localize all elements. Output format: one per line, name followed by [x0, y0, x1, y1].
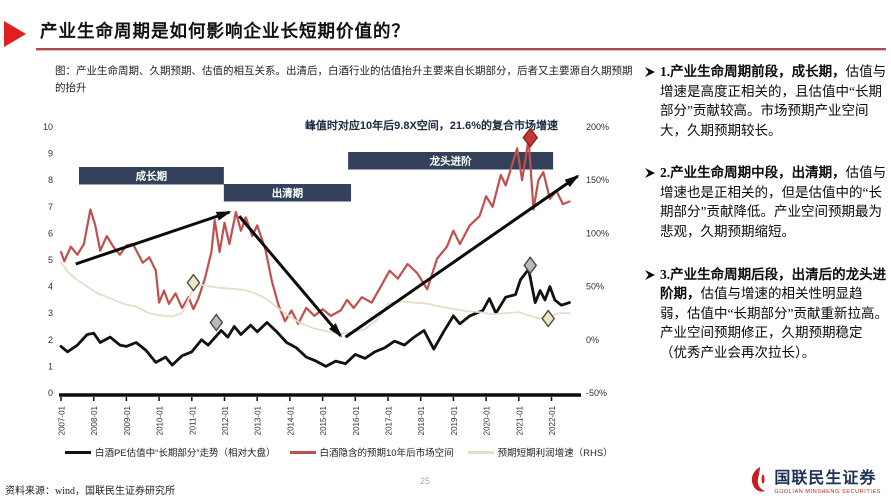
svg-text:-50%: -50%: [586, 388, 607, 398]
diamond-marker: [186, 273, 201, 292]
legend-line-swatch: [467, 450, 494, 454]
bullet-item-3: 3.产业生命周期后段，出清后的龙头进阶期，估值与增速的相关性明显趋弱，估值中“长…: [644, 265, 888, 363]
svg-text:4: 4: [48, 282, 53, 292]
svg-text:2021-01: 2021-01: [515, 405, 524, 435]
series-line-3: [60, 261, 571, 335]
bullet-arrow-icon: [644, 163, 660, 241]
svg-text:2008-01: 2008-01: [90, 405, 99, 435]
svg-text:2010-01: 2010-01: [156, 405, 165, 435]
svg-text:2012-01: 2012-01: [221, 405, 230, 435]
bullet-arrow-icon: [644, 265, 660, 363]
svg-text:2020-01: 2020-01: [483, 405, 492, 435]
chart-area: 10 9 8 7 6 5 4 3 2 1 0 200% 150% 100% 50% 0% -50% 2007-01…: [35, 110, 635, 462]
svg-text:成长期: 成长期: [136, 170, 168, 183]
legend-item-1: 白酒PE估值中“长期部分”走势（相对大盘）: [65, 445, 276, 459]
y-right-axis: 200% 150% 100% 50% 0% -50%: [586, 122, 609, 398]
svg-text:2: 2: [48, 335, 53, 345]
diamond-markers: [186, 127, 556, 332]
bullet-lead: 2.产业生命周期中段，出清期，: [660, 165, 846, 181]
chart-svg: 109876543210200%150%100%50%0%-50%2007-01…: [43, 118, 609, 435]
series-line-1: [59, 267, 571, 368]
svg-text:2022-01: 2022-01: [548, 405, 557, 435]
x-axis: 2007-01 2008-01 2009-01 2010-01 2011-01 2012-…: [58, 393, 581, 435]
svg-text:100%: 100%: [586, 228, 609, 238]
title-underline: [36, 48, 886, 51]
bullet-body: 估值与增速也是正相关的，但是估值中的“长期部分”贡献降低。产业空间预期最为悲观，…: [660, 165, 887, 239]
svg-text:2013-01: 2013-01: [254, 405, 263, 435]
svg-text:50%: 50%: [586, 282, 604, 292]
title-triangle-icon: [4, 21, 26, 47]
logo-subtitle: GUOLIAN MINSHENG SECURITIES: [774, 489, 881, 495]
svg-text:峰值时对应10年后9.8X空间，21.6%的复合市场增速: 峰值时对应10年后9.8X空间，21.6%的复合市场增速: [305, 118, 558, 132]
bullet-body: 估值与增速的相关性明显趋弱，估值中“长期部分”贡献重新拉高。产业空间预期修正，久…: [660, 286, 888, 360]
svg-text:2014-01: 2014-01: [286, 405, 295, 435]
series-line-2: [59, 137, 571, 325]
svg-text:1: 1: [48, 361, 53, 371]
svg-text:2017-01: 2017-01: [385, 405, 394, 435]
bullet-text: 1.产业生命周期前段，成长期，估值与增速是高度正相关的，且估值中“长期部分”贡献…: [660, 62, 888, 140]
svg-text:10: 10: [43, 122, 53, 132]
bullet-item-1: 1.产业生命周期前段，成长期，估值与增速是高度正相关的，且估值中“长期部分”贡献…: [644, 62, 888, 140]
bullet-item-2: 2.产业生命周期中段，出清期，估值与增速也是正相关的，但是估值中的“长期部分”贡…: [644, 163, 888, 241]
svg-text:龙头进阶: 龙头进阶: [429, 155, 472, 168]
svg-text:3: 3: [48, 308, 53, 318]
svg-text:0: 0: [48, 388, 53, 398]
legend-label: 白酒隐含的预期10年后市场空间: [319, 448, 454, 459]
svg-text:200%: 200%: [586, 122, 609, 132]
diamond-marker: [522, 127, 539, 148]
svg-text:2018-01: 2018-01: [417, 405, 426, 435]
flame-icon: [752, 466, 766, 492]
svg-text:6: 6: [48, 228, 53, 238]
bullet-arrow-icon: [644, 62, 660, 140]
series-lines: [59, 137, 571, 368]
peak-annotation: 峰值时对应10年后9.8X空间，21.6%的复合市场增速: [305, 118, 558, 132]
diamond-marker: [523, 256, 538, 275]
source-note: 资料来源：wind，国联民生证券研究所: [5, 486, 175, 497]
svg-text:2009-01: 2009-01: [123, 405, 132, 435]
svg-text:0%: 0%: [586, 335, 599, 345]
page-number: 25: [420, 476, 431, 486]
bullet-body: 估值与增速是高度正相关的，且估值中“长期部分”贡献较高。市场预期产业空间大，久期…: [660, 64, 887, 138]
bullet-list: 1.产业生命周期前段，成长期，估值与增速是高度正相关的，且估值中“长期部分”贡献…: [644, 62, 888, 385]
legend-item-3: 预期短期利润增速（RHS）: [467, 445, 613, 459]
company-logo: 国联民生证券 GUOLIAN MINSHENG SECURITIES: [747, 464, 881, 495]
svg-text:2019-01: 2019-01: [450, 405, 459, 435]
legend-label: 预期短期利润增速（RHS）: [497, 448, 613, 459]
svg-text:出清期: 出清期: [272, 187, 304, 200]
legend-item-2: 白酒隐含的预期10年后市场空间: [289, 445, 454, 459]
bullet-text: 3.产业生命周期后段，出清后的龙头进阶期，估值与增速的相关性明显趋弱，估值中“长…: [660, 265, 888, 363]
page-title: 产业生命周期是如何影响企业长短期价值的？: [40, 21, 410, 41]
bullet-lead: 1.产业生命周期前段，成长期，: [660, 64, 846, 79]
svg-text:7: 7: [48, 202, 53, 212]
svg-text:2011-01: 2011-01: [188, 405, 197, 434]
figure-caption: 图：产业生命周期、久期预期、估值的相互关系。出清后，白酒行业的估值抬升主要来自长…: [55, 66, 633, 94]
diamond-marker: [541, 309, 556, 328]
svg-text:2015-01: 2015-01: [319, 405, 328, 435]
svg-text:2016-01: 2016-01: [352, 405, 361, 435]
svg-text:5: 5: [48, 255, 53, 265]
legend-line-swatch: [289, 450, 316, 454]
logo-name: 国联民生证券: [774, 470, 877, 487]
bullet-lead: 3.产业生命周期后段，出清后的龙头进阶期，: [660, 266, 887, 302]
svg-text:2007-01: 2007-01: [58, 405, 67, 435]
diamond-marker: [209, 313, 224, 332]
chart-legend: 白酒PE估值中“长期部分”走势（相对大盘） 白酒隐含的预期10年后市场空间 预期短期…: [35, 445, 635, 459]
svg-text:8: 8: [48, 175, 53, 185]
trend-arrows: [75, 174, 580, 339]
svg-text:9: 9: [48, 149, 53, 159]
svg-text:150%: 150%: [586, 175, 609, 185]
bullet-text: 2.产业生命周期中段，出清期，估值与增速也是正相关的，但是估值中的“长期部分”贡…: [660, 163, 888, 241]
legend-label: 白酒PE估值中“长期部分”走势（相对大盘）: [95, 448, 276, 459]
legend-line-swatch: [65, 450, 91, 454]
